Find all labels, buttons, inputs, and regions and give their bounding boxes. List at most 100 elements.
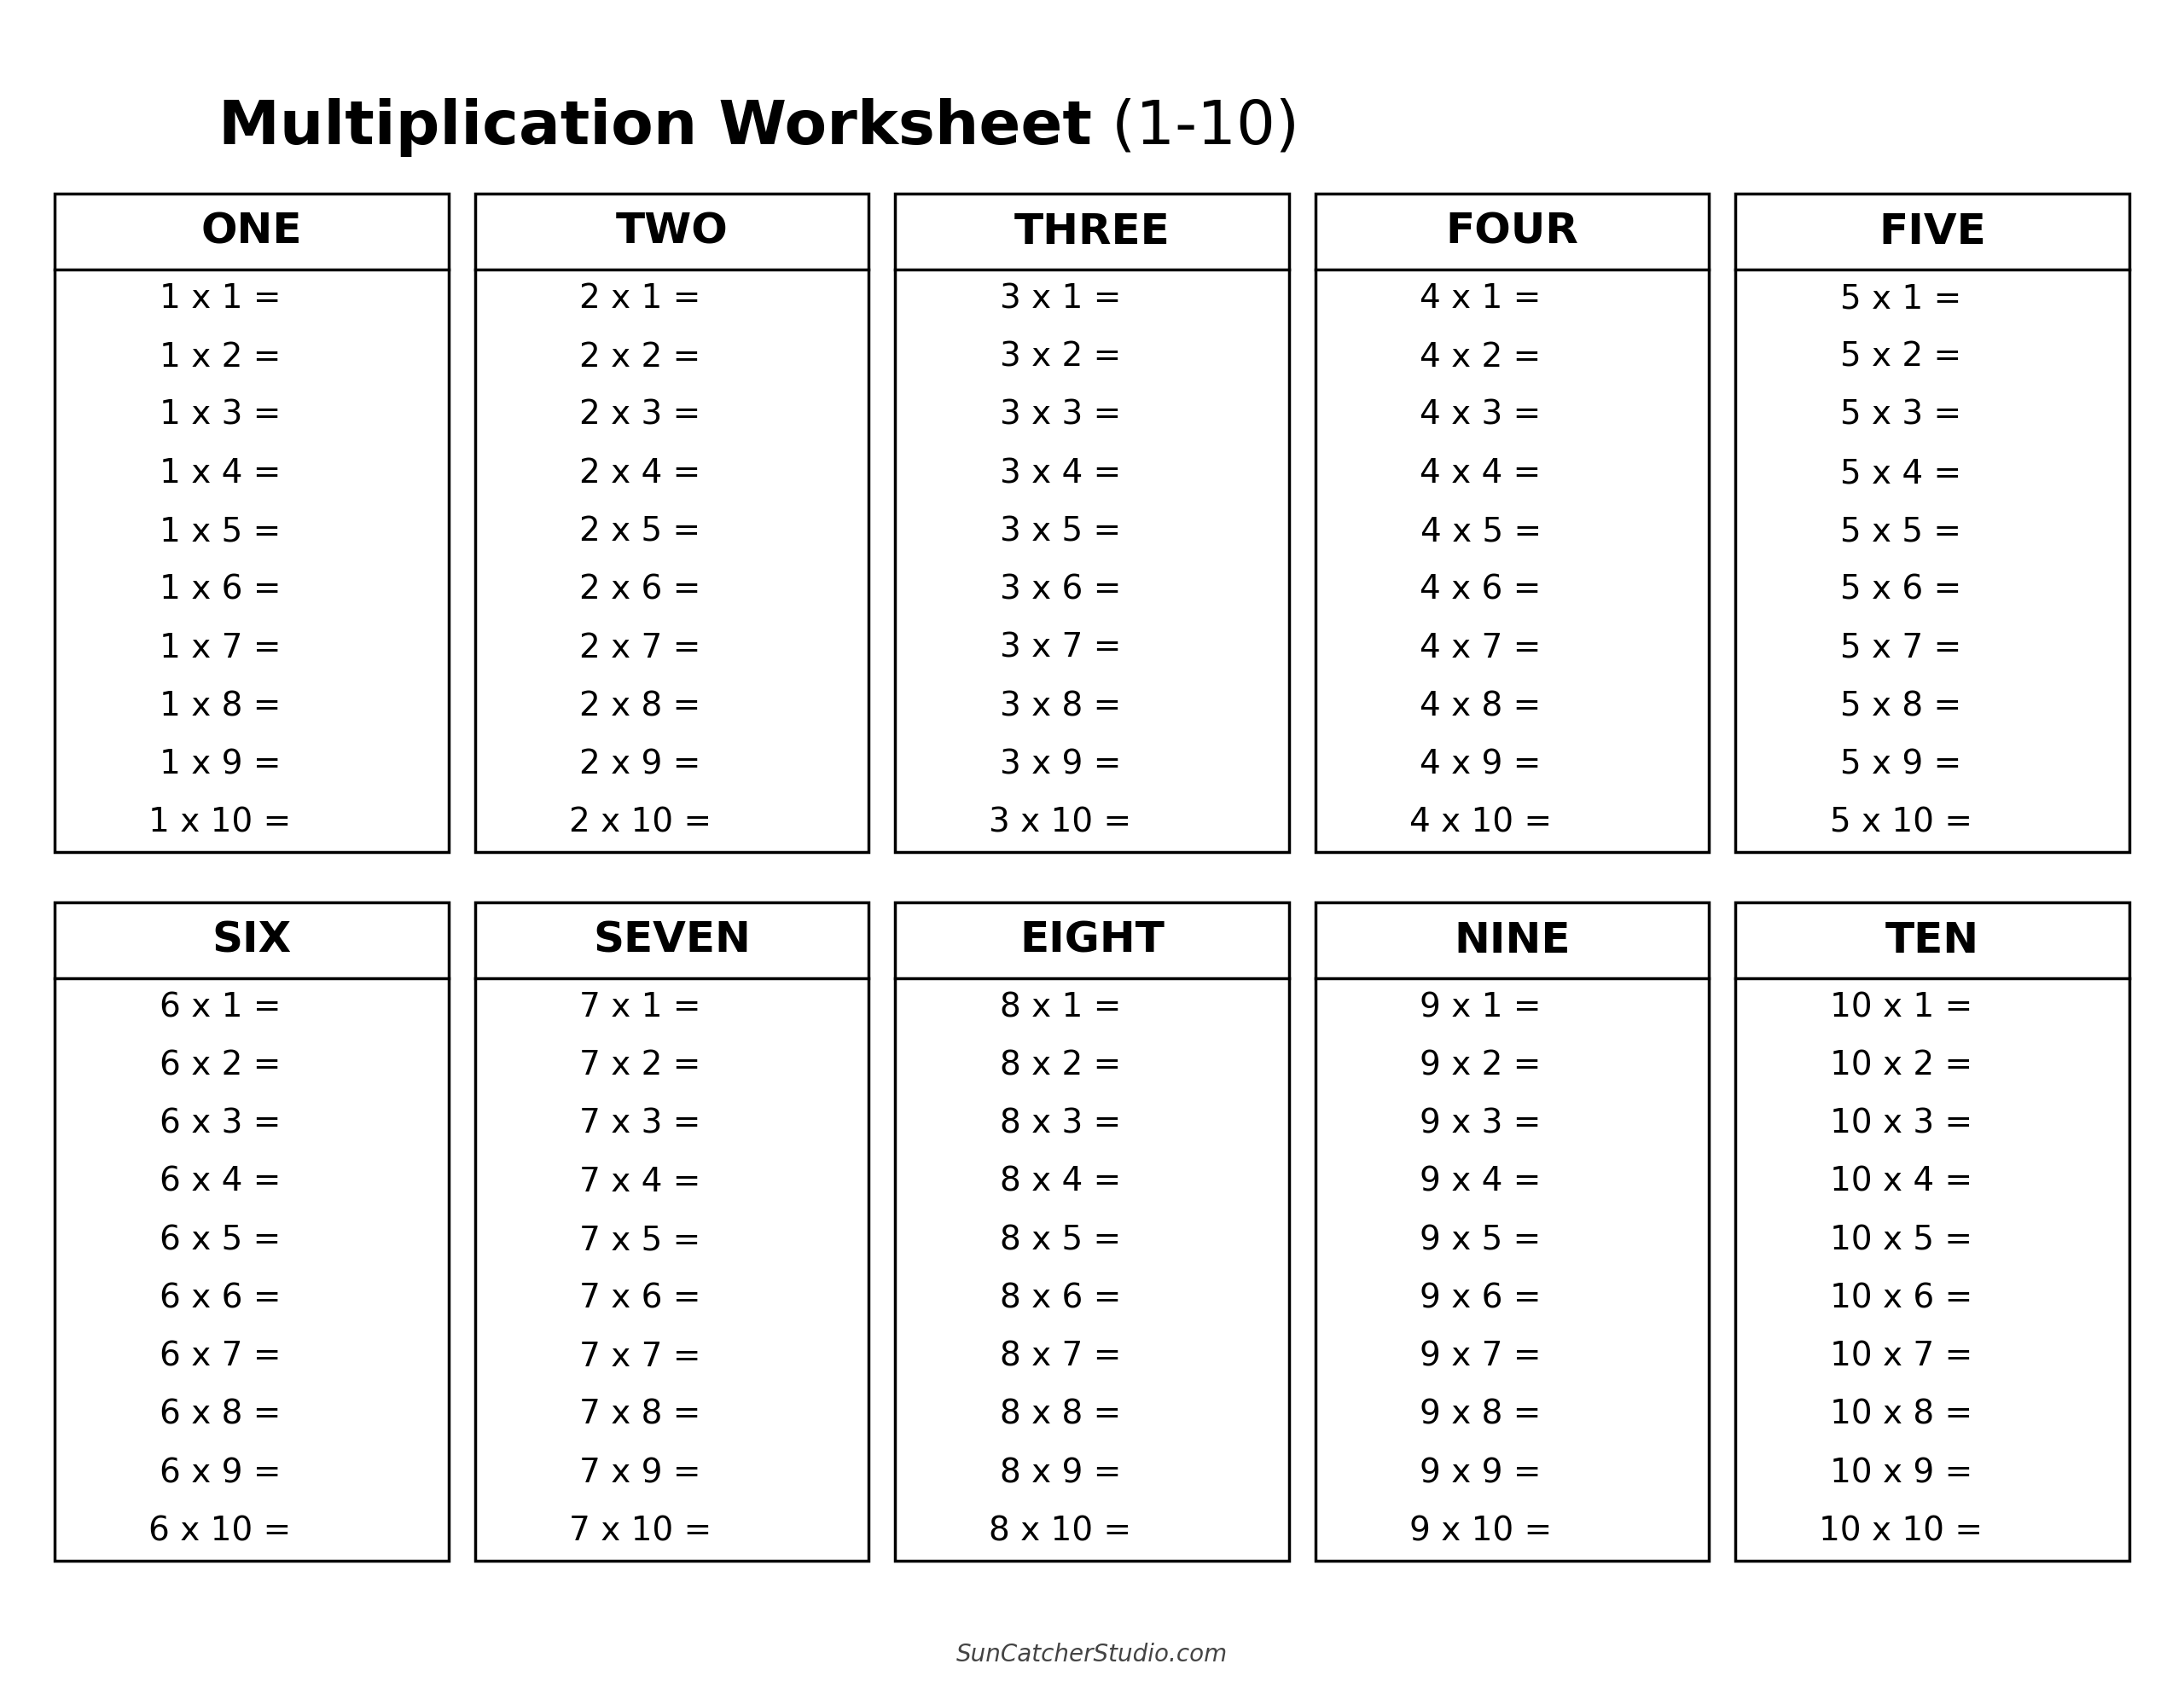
Text: FOUR: FOUR <box>1446 211 1579 253</box>
Text: TEN: TEN <box>1885 919 1979 962</box>
Text: 4 x 10 =: 4 x 10 = <box>1409 806 1553 838</box>
Text: 5 x 1 =: 5 x 1 = <box>1841 283 1961 315</box>
Text: 5 x 6 =: 5 x 6 = <box>1841 574 1961 606</box>
Text: 7 x 2 =: 7 x 2 = <box>579 1049 701 1081</box>
Text: 1 x 9 =: 1 x 9 = <box>159 749 282 781</box>
Text: 8 x 5 =: 8 x 5 = <box>1000 1225 1120 1257</box>
Text: 3 x 4 =: 3 x 4 = <box>1000 457 1120 489</box>
Text: 8 x 10 =: 8 x 10 = <box>989 1515 1131 1547</box>
Text: 3 x 10 =: 3 x 10 = <box>989 806 1131 838</box>
Text: 1 x 2 =: 1 x 2 = <box>159 341 282 373</box>
Text: 9 x 1 =: 9 x 1 = <box>1420 992 1542 1024</box>
Bar <box>1736 194 2129 852</box>
Bar <box>1315 194 1710 852</box>
Text: THREE: THREE <box>1013 211 1171 253</box>
Text: 5 x 3 =: 5 x 3 = <box>1841 400 1961 432</box>
Text: 8 x 8 =: 8 x 8 = <box>1000 1399 1120 1431</box>
Text: SunCatcherStudio.com: SunCatcherStudio.com <box>957 1643 1227 1667</box>
Text: 9 x 8 =: 9 x 8 = <box>1420 1399 1542 1431</box>
Text: 2 x 7 =: 2 x 7 = <box>579 633 701 665</box>
Bar <box>55 194 448 852</box>
Text: 8 x 2 =: 8 x 2 = <box>1000 1049 1120 1081</box>
Text: 5 x 8 =: 5 x 8 = <box>1841 690 1961 722</box>
Text: 8 x 3 =: 8 x 3 = <box>1000 1108 1120 1140</box>
Text: 10 x 6 =: 10 x 6 = <box>1830 1282 1972 1314</box>
Text: 3 x 2 =: 3 x 2 = <box>1000 341 1120 373</box>
Text: 10 x 8 =: 10 x 8 = <box>1830 1399 1972 1431</box>
Text: NINE: NINE <box>1455 919 1570 962</box>
Text: 3 x 9 =: 3 x 9 = <box>1000 749 1120 781</box>
Bar <box>895 194 1289 852</box>
Text: 4 x 4 =: 4 x 4 = <box>1420 457 1542 489</box>
Text: 1 x 8 =: 1 x 8 = <box>159 690 282 722</box>
Bar <box>1315 903 1710 1560</box>
Text: SIX: SIX <box>212 919 290 962</box>
Text: 4 x 6 =: 4 x 6 = <box>1420 574 1542 606</box>
Text: 7 x 10 =: 7 x 10 = <box>570 1515 712 1547</box>
Text: 6 x 7 =: 6 x 7 = <box>159 1341 282 1373</box>
Text: 5 x 9 =: 5 x 9 = <box>1841 749 1961 781</box>
Text: 1 x 6 =: 1 x 6 = <box>159 574 282 606</box>
Text: 2 x 4 =: 2 x 4 = <box>579 457 701 489</box>
Text: 9 x 3 =: 9 x 3 = <box>1420 1108 1542 1140</box>
Text: 3 x 8 =: 3 x 8 = <box>1000 690 1120 722</box>
Text: 5 x 4 =: 5 x 4 = <box>1841 457 1961 489</box>
Text: 7 x 4 =: 7 x 4 = <box>579 1166 701 1198</box>
Text: 6 x 1 =: 6 x 1 = <box>159 992 282 1024</box>
Text: 3 x 1 =: 3 x 1 = <box>1000 283 1120 315</box>
Text: 6 x 3 =: 6 x 3 = <box>159 1108 282 1140</box>
Text: 8 x 9 =: 8 x 9 = <box>1000 1458 1120 1490</box>
Text: 3 x 3 =: 3 x 3 = <box>1000 400 1120 432</box>
Text: 3 x 6 =: 3 x 6 = <box>1000 574 1120 606</box>
Text: 1 x 3 =: 1 x 3 = <box>159 400 282 432</box>
Text: 6 x 5 =: 6 x 5 = <box>159 1225 282 1257</box>
Text: 6 x 9 =: 6 x 9 = <box>159 1458 282 1490</box>
Text: 10 x 9 =: 10 x 9 = <box>1830 1458 1972 1490</box>
Text: 5 x 5 =: 5 x 5 = <box>1841 516 1961 548</box>
Text: Multiplication Worksheet: Multiplication Worksheet <box>218 98 1092 157</box>
Text: 10 x 7 =: 10 x 7 = <box>1830 1341 1972 1373</box>
Text: 6 x 2 =: 6 x 2 = <box>159 1049 282 1081</box>
Text: 1 x 4 =: 1 x 4 = <box>159 457 282 489</box>
Text: 4 x 7 =: 4 x 7 = <box>1420 633 1542 665</box>
Text: 4 x 3 =: 4 x 3 = <box>1420 400 1542 432</box>
Text: 4 x 8 =: 4 x 8 = <box>1420 690 1542 722</box>
Text: 8 x 4 =: 8 x 4 = <box>1000 1166 1120 1198</box>
Bar <box>55 903 448 1560</box>
Text: ONE: ONE <box>201 211 301 253</box>
Text: 10 x 5 =: 10 x 5 = <box>1830 1225 1972 1257</box>
Text: 6 x 6 =: 6 x 6 = <box>159 1282 282 1314</box>
Text: SEVEN: SEVEN <box>592 919 751 962</box>
Text: 10 x 3 =: 10 x 3 = <box>1830 1108 1972 1140</box>
Text: 2 x 1 =: 2 x 1 = <box>579 283 701 315</box>
Text: 3 x 5 =: 3 x 5 = <box>1000 516 1120 548</box>
Text: 10 x 4 =: 10 x 4 = <box>1830 1166 1972 1198</box>
Text: 2 x 6 =: 2 x 6 = <box>579 574 701 606</box>
Text: 1 x 5 =: 1 x 5 = <box>159 516 282 548</box>
Text: 10 x 10 =: 10 x 10 = <box>1819 1515 1983 1547</box>
Text: 2 x 5 =: 2 x 5 = <box>579 516 701 548</box>
Text: 6 x 10 =: 6 x 10 = <box>149 1515 290 1547</box>
Text: 2 x 10 =: 2 x 10 = <box>570 806 712 838</box>
Text: 7 x 9 =: 7 x 9 = <box>579 1458 701 1490</box>
Text: 9 x 2 =: 9 x 2 = <box>1420 1049 1542 1081</box>
Text: 4 x 5 =: 4 x 5 = <box>1420 516 1542 548</box>
Text: 2 x 8 =: 2 x 8 = <box>579 690 701 722</box>
Text: 2 x 9 =: 2 x 9 = <box>579 749 701 781</box>
Text: 7 x 3 =: 7 x 3 = <box>579 1108 701 1140</box>
Text: 8 x 7 =: 8 x 7 = <box>1000 1341 1120 1373</box>
Text: 7 x 5 =: 7 x 5 = <box>579 1225 701 1257</box>
Text: 8 x 1 =: 8 x 1 = <box>1000 992 1120 1024</box>
Text: 2 x 3 =: 2 x 3 = <box>579 400 701 432</box>
Text: EIGHT: EIGHT <box>1020 919 1164 962</box>
Text: 1 x 10 =: 1 x 10 = <box>149 806 290 838</box>
Text: 9 x 5 =: 9 x 5 = <box>1420 1225 1542 1257</box>
Bar <box>474 194 869 852</box>
Text: 5 x 2 =: 5 x 2 = <box>1841 341 1961 373</box>
Text: 7 x 8 =: 7 x 8 = <box>579 1399 701 1431</box>
Text: 2 x 2 =: 2 x 2 = <box>579 341 701 373</box>
Text: 9 x 4 =: 9 x 4 = <box>1420 1166 1542 1198</box>
Text: 4 x 1 =: 4 x 1 = <box>1420 283 1542 315</box>
Text: 3 x 7 =: 3 x 7 = <box>1000 633 1120 665</box>
Text: 8 x 6 =: 8 x 6 = <box>1000 1282 1120 1314</box>
